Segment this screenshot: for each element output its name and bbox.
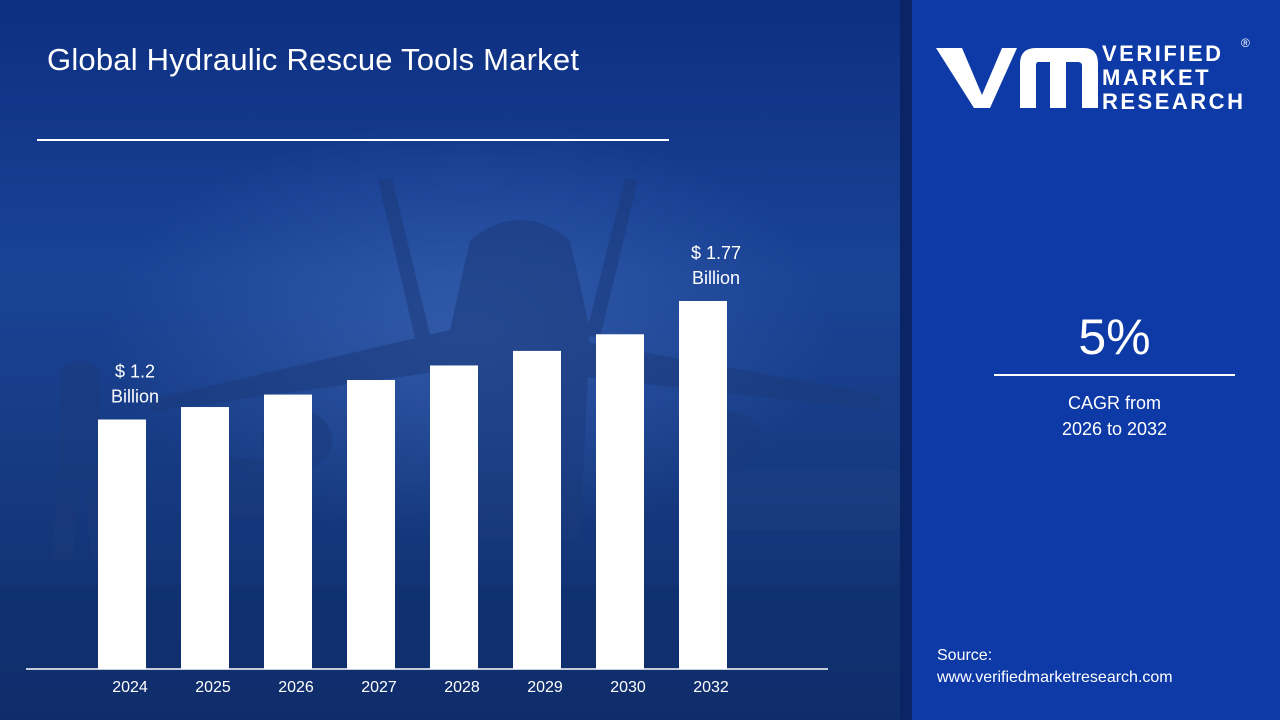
brand-line-1: VERIFIED: [1102, 41, 1224, 66]
source-block: Source: www.verifiedmarketresearch.com: [937, 645, 1173, 689]
bar-2025: [181, 407, 229, 669]
x-tick-label-2026: 2026: [278, 679, 314, 696]
bar-2030: [596, 334, 644, 669]
data-label-unit-2032: Billion: [692, 268, 740, 288]
cagr-value: 5%: [1078, 309, 1151, 365]
data-label-unit-2024: Billion: [111, 387, 159, 407]
registered-mark: ®: [1241, 36, 1250, 50]
bar-2029: [513, 350, 561, 669]
x-tick-label-2027: 2027: [361, 679, 397, 696]
x-tick-label-2025: 2025: [195, 679, 231, 696]
x-tick-label-2028: 2028: [444, 679, 480, 696]
x-tick-label-2032: 2032: [693, 679, 729, 696]
brand-name: VERIFIED MARKET RESEARCH: [1102, 42, 1245, 114]
info-panel: [912, 0, 1280, 720]
data-label-value-2032: $ 1.77: [691, 243, 741, 263]
chart-panel: Global Hydraulic Rescue Tools Market 202…: [0, 0, 910, 720]
bar-2027: [347, 380, 395, 669]
title-underline: [37, 139, 669, 141]
panel-divider: [900, 0, 912, 720]
cagr-divider: [994, 374, 1235, 376]
cagr-caption: CAGR from 2026 to 2032: [994, 390, 1235, 442]
x-tick-label-2030: 2030: [610, 679, 646, 696]
x-tick-label-2029: 2029: [527, 679, 563, 696]
vmr-logo-mark: [936, 48, 1098, 108]
bar-2026: [264, 394, 312, 669]
cagr-caption-line-1: CAGR from: [1067, 393, 1161, 413]
source-url[interactable]: www.verifiedmarketresearch.com: [937, 669, 1173, 686]
data-label-value-2024: $ 1.2: [115, 362, 155, 382]
brand-line-3: RESEARCH: [1102, 89, 1246, 114]
bar-2024: [98, 419, 146, 669]
source-label: Source:: [937, 647, 993, 664]
chart-title: Global Hydraulic Rescue Tools Market: [47, 42, 580, 77]
bar-group: [98, 301, 727, 669]
x-tick-group: 2024 2025 2026 2027 2028 2029 2030 2032: [112, 679, 729, 696]
data-label-group: $ 1.2 Billion $ 1.77 Billion: [111, 243, 741, 407]
x-tick-label-2024: 2024: [112, 679, 148, 696]
cagr-caption-line-2: 2026 to 2032: [1061, 419, 1168, 439]
bar-2032: [679, 301, 727, 669]
bar-chart: 2024 2025 2026 2027 2028 2029 2030 2032 $ 1.2 Bi…: [26, 243, 828, 696]
brand-line-2: MARKET: [1102, 65, 1212, 90]
bar-2028: [430, 365, 478, 669]
